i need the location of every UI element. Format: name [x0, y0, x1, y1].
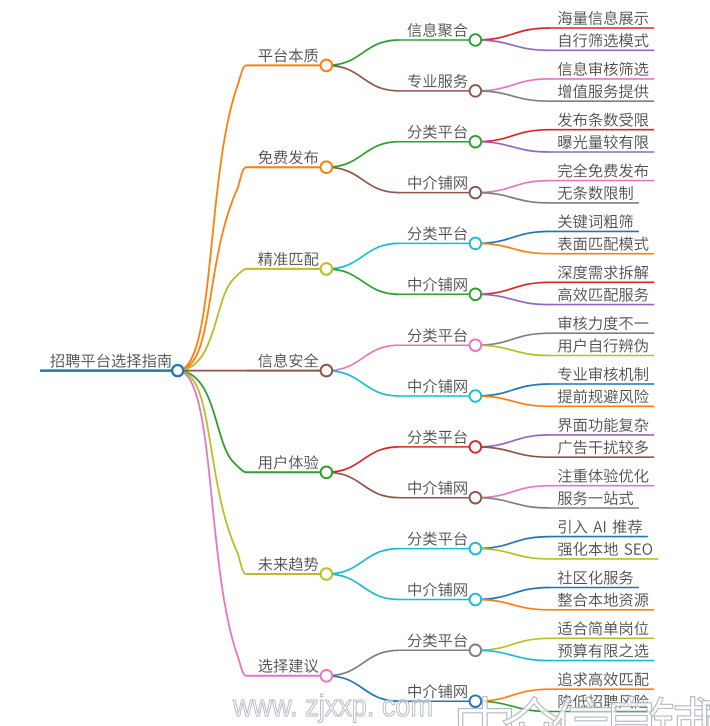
svg-text:www. zjxxp. com: www. zjxxp. com: [232, 688, 433, 723]
